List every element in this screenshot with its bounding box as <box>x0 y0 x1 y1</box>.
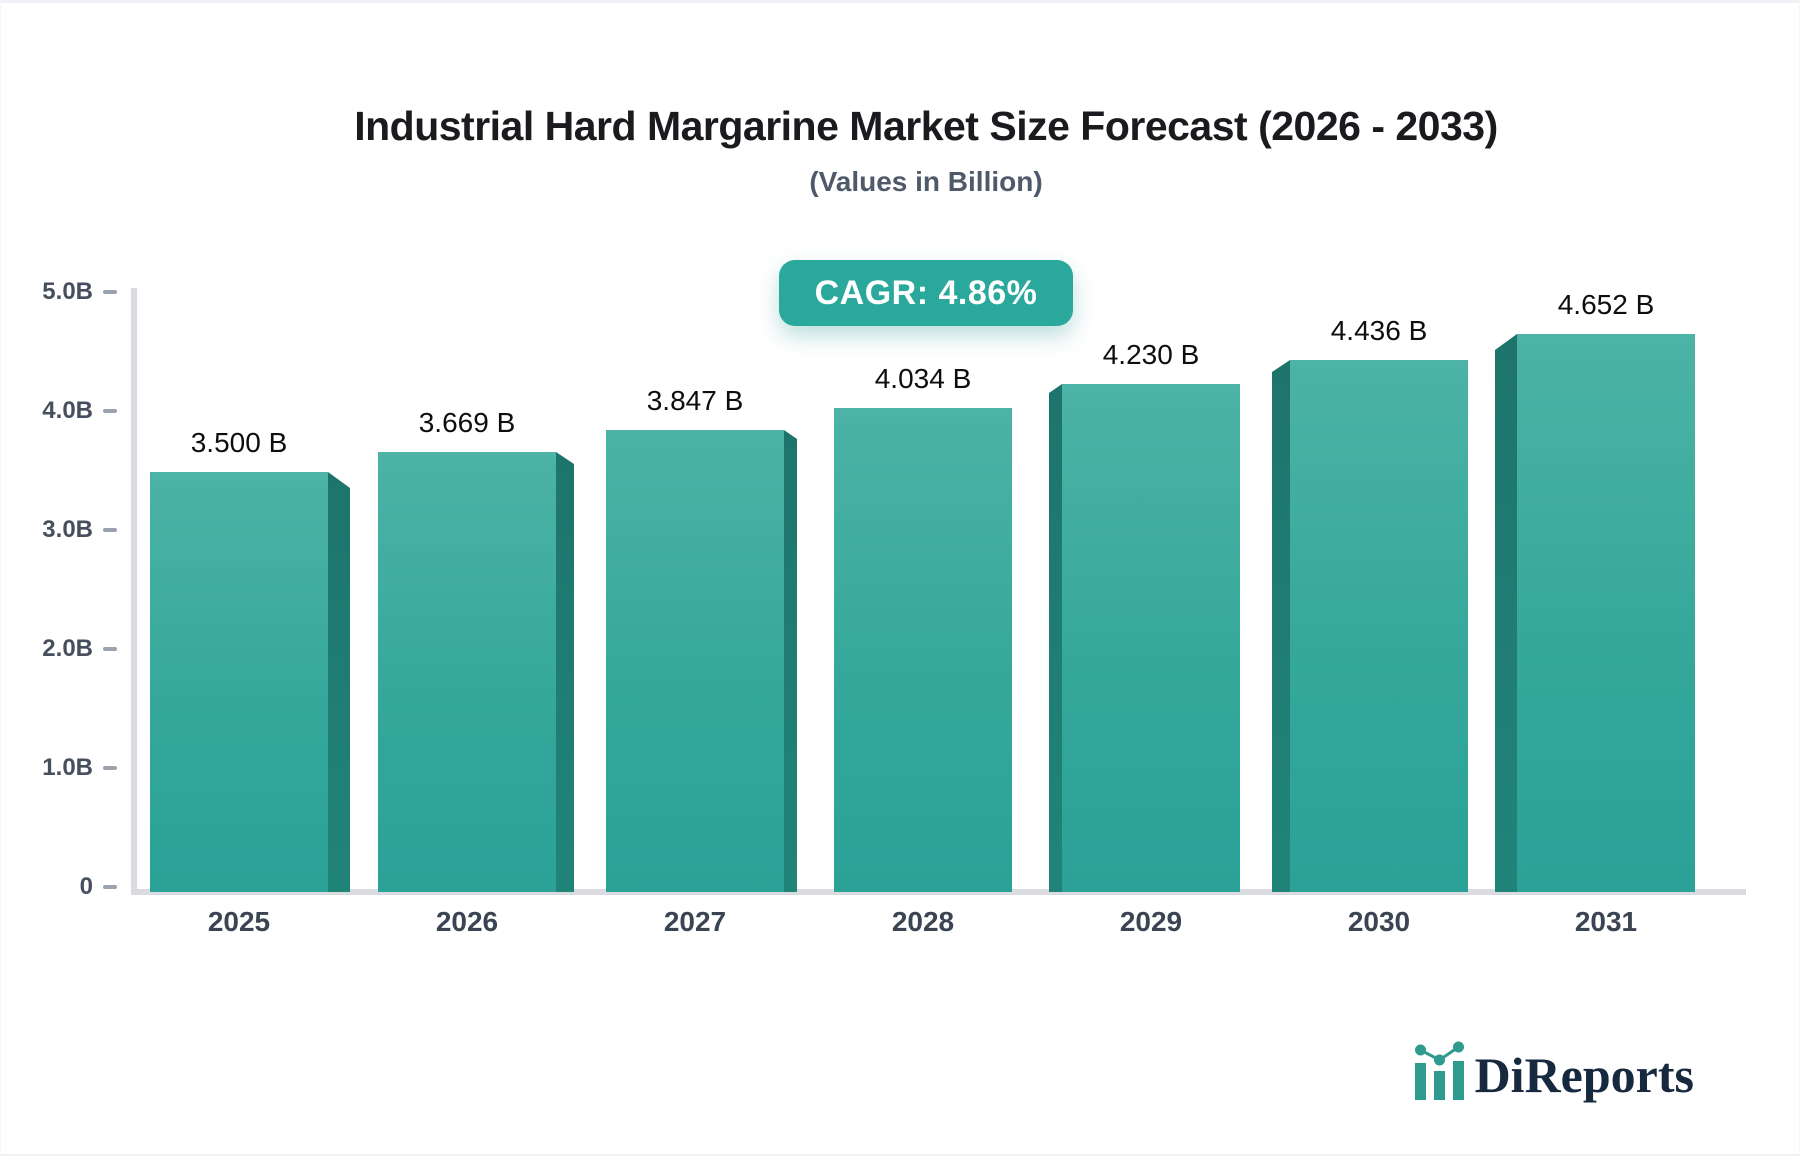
x-axis-label: 2025 <box>207 906 271 937</box>
bar-side-face <box>556 452 574 892</box>
mini-bar-line-chart-icon <box>1414 1041 1464 1100</box>
plot-area: 5.0B 4.0B 3.0B 2.0B 1.0B 0 3.500 B 2025 3.669 B 2… <box>1 3 1799 1154</box>
bar-value-label: 4.652 B <box>1557 289 1655 320</box>
y-axis-tick-label: 2.0B <box>42 635 93 662</box>
bar-side-face <box>1049 384 1062 892</box>
x-axis-label: 2030 <box>1347 906 1411 937</box>
y-axis-tick <box>103 528 117 532</box>
y-axis-tick-label: 5.0B <box>42 278 93 305</box>
x-axis-label: 2026 <box>435 906 499 937</box>
y-axis-line <box>131 288 137 895</box>
x-axis-label: 2028 <box>891 906 955 937</box>
y-axis-tick-label: 0 <box>79 873 93 900</box>
bar <box>150 472 328 892</box>
bar-value-label: 3.500 B <box>190 427 288 458</box>
brand-logo: DiReports <box>1414 1033 1694 1103</box>
bar <box>378 452 556 892</box>
bar <box>1290 360 1468 892</box>
y-axis-tick-label: 3.0B <box>42 516 93 543</box>
x-axis-baseline <box>131 889 1746 895</box>
x-axis-label: 2027 <box>663 906 727 937</box>
x-axis-label: 2029 <box>1119 906 1183 937</box>
cagr-badge-wrapper: CAGR: 4.86% <box>53 260 1799 326</box>
y-axis-tick-label: 1.0B <box>42 754 93 781</box>
y-axis-tick-label: 4.0B <box>42 397 93 424</box>
y-axis-tick <box>103 766 117 770</box>
bar-value-label: 3.669 B <box>418 407 516 438</box>
brand-name: DiReports <box>1474 1047 1694 1103</box>
bar-value-label: 4.230 B <box>1102 339 1200 370</box>
chart-subtitle: (Values in Billion) <box>809 166 1043 197</box>
bar <box>834 408 1012 892</box>
bar-side-face <box>1272 360 1290 892</box>
bar-value-label: 3.847 B <box>646 385 744 416</box>
x-axis-label: 2031 <box>1574 906 1638 937</box>
bar-side-face <box>328 472 350 892</box>
bar-side-face <box>1495 334 1517 892</box>
bar <box>1062 384 1240 892</box>
chart-title: Industrial Hard Margarine Market Size Fo… <box>354 103 1498 149</box>
y-axis-tick <box>103 290 117 294</box>
cagr-badge: CAGR: 4.86% <box>778 260 1074 326</box>
y-axis-tick <box>103 409 117 413</box>
bar <box>606 430 784 892</box>
bar-value-label: 4.436 B <box>1330 315 1428 346</box>
bar <box>1517 334 1695 892</box>
bar-side-face <box>784 430 797 892</box>
y-axis-tick <box>103 885 117 889</box>
y-axis-tick <box>103 647 117 651</box>
bar-value-label: 4.034 B <box>874 363 972 394</box>
